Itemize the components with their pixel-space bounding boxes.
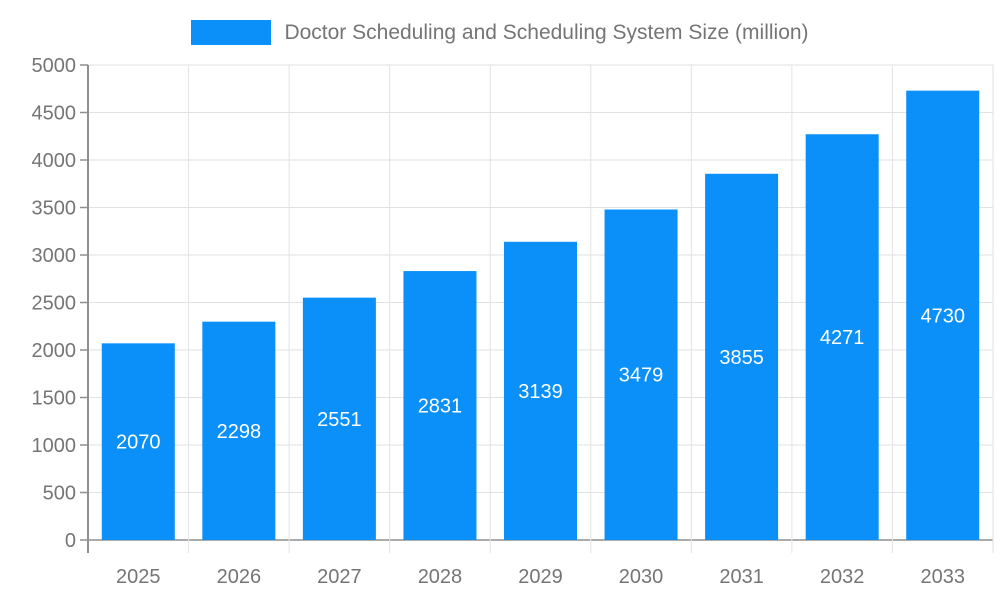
bar-value-label: 4730 [920,305,965,327]
y-tick-label: 2500 [32,293,77,315]
y-tick-label: 5000 [32,55,77,77]
x-tick-label: 2029 [518,566,563,588]
bar [805,134,879,540]
bar [403,271,477,540]
x-tick-label: 2026 [217,566,262,588]
legend: Doctor Scheduling and Scheduling System … [0,17,1000,47]
y-tick-label: 500 [43,483,76,505]
x-tick-label: 2028 [418,566,463,588]
bar [504,241,577,541]
bar [604,209,678,540]
bar [202,321,276,540]
y-tick-label: 0 [65,530,76,552]
bar [705,173,779,540]
x-tick-label: 2030 [619,566,664,588]
chart-title: Doctor Scheduling and Scheduling System … [284,20,809,44]
x-tick-label: 2025 [116,566,161,588]
y-tick-label: 1000 [32,435,77,457]
legend-swatch[interactable] [191,19,272,45]
y-tick-label: 1500 [32,388,77,410]
y-tick-label: 2000 [32,340,77,362]
bar-value-label: 2070 [116,432,161,454]
bar-value-label: 2298 [217,421,262,443]
bar [101,343,175,540]
bar [302,297,376,540]
y-tick-label: 3500 [32,198,77,220]
bar-value-label: 3139 [518,381,563,403]
x-tick-label: 2031 [719,566,764,588]
x-tick-label: 2033 [920,566,965,588]
x-tick-label: 2027 [317,566,362,588]
y-tick-label: 4000 [32,150,77,172]
bar [906,90,980,541]
bar-value-label: 4271 [820,327,865,349]
bar-value-label: 2831 [418,396,463,418]
y-tick-label: 3000 [32,245,77,267]
x-tick-label: 2032 [820,566,865,588]
y-tick-label: 4500 [32,103,77,125]
bar-value-label: 2551 [317,409,362,431]
bar-value-label: 3479 [619,365,664,387]
bar-value-label: 3855 [719,347,764,369]
